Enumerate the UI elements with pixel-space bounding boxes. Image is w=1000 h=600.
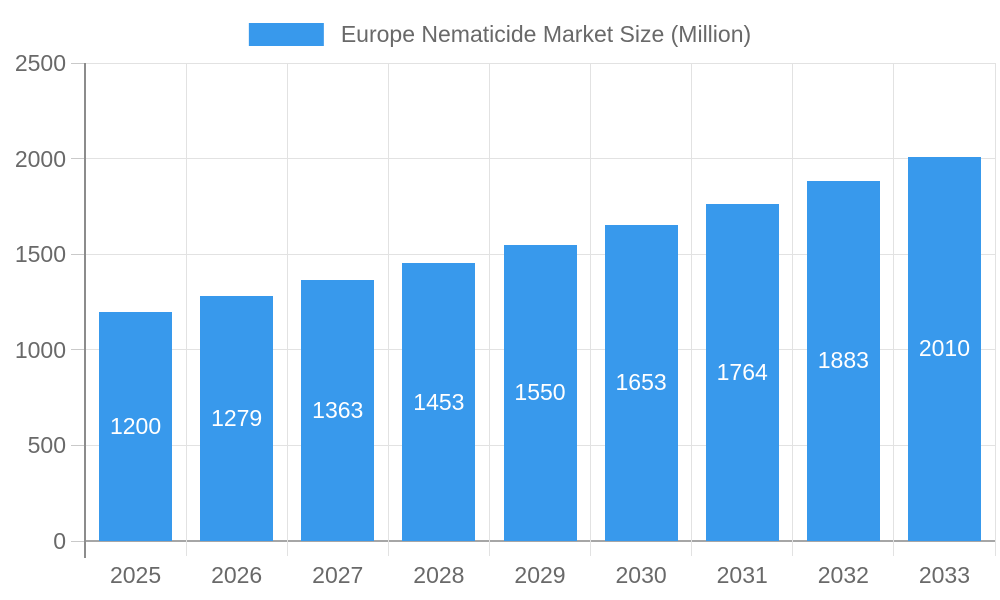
bar-value-label: 1453 [413,388,465,415]
y-tick-mark [71,158,85,160]
y-tick-mark [71,540,85,542]
gridline-x [488,63,490,556]
x-tick-label: 2030 [615,562,667,588]
bar: 1279 [200,296,274,541]
x-tick-label: 2033 [918,562,971,588]
bar: 1883 [806,180,880,541]
y-tick-label: 500 [27,432,66,459]
y-axis-labels: 0 500 1000 1500 2000 2500 [0,50,66,554]
bar: 1550 [503,244,577,541]
bar-value-label: 1764 [716,358,768,385]
legend-swatch [248,23,324,46]
y-tick-mark [71,253,85,255]
bar: 1653 [604,224,678,541]
gridline-x [893,63,895,556]
legend: Europe Nematicide Market Size (Million) [248,21,752,48]
bar-value-label: 1363 [312,397,364,424]
gridline-x [590,63,592,556]
x-tick-label: 2027 [312,562,364,588]
x-tick-label: 2032 [817,562,869,588]
y-axis-ticks [71,62,85,542]
y-tick-mark [71,444,85,446]
gridline-x [387,63,389,556]
x-axis-labels: 2025 2026 2027 2028 2029 2030 2031 2032 2033 [85,559,995,591]
gridline-x [691,63,693,556]
x-tick-label: 2025 [109,562,162,588]
bar-value-label: 1653 [615,369,667,396]
bar: 1764 [705,203,779,541]
y-tick-label: 2500 [14,50,66,76]
y-tick-mark [71,62,85,64]
gridline-y [85,158,995,160]
bar: 2010 [907,156,981,541]
bar: 1363 [301,280,375,541]
bar-value-label: 2010 [918,335,971,362]
legend-label: Europe Nematicide Market Size (Million) [340,21,752,47]
y-tick-label: 1500 [14,241,66,268]
gridline-x [286,63,288,556]
bar-value-label: 1550 [514,379,566,406]
y-axis-line [84,63,86,558]
bar-value-label: 1883 [817,347,869,374]
x-tick-label: 2031 [716,562,768,588]
x-tick-label: 2029 [514,562,566,588]
y-tick-label: 0 [53,528,66,554]
bar: 1453 [402,263,476,541]
x-tick-label: 2026 [211,562,263,588]
bar-value-label: 1200 [109,412,162,439]
gridline-x [185,63,187,556]
x-tick-label: 2028 [413,562,465,588]
y-tick-label: 2000 [14,145,66,172]
y-tick-mark [71,349,85,351]
bar-value-label: 1279 [211,405,263,432]
gridline-x [792,63,794,556]
x-axis-zero-line [85,540,995,542]
bar: 1200 [99,311,173,541]
plot-area: 1200 1279 1363 1453 1550 1653 1764 1883 2010 [85,62,996,556]
gridline-y [85,62,995,64]
gridline-x [994,63,996,556]
y-tick-label: 1000 [14,336,66,363]
